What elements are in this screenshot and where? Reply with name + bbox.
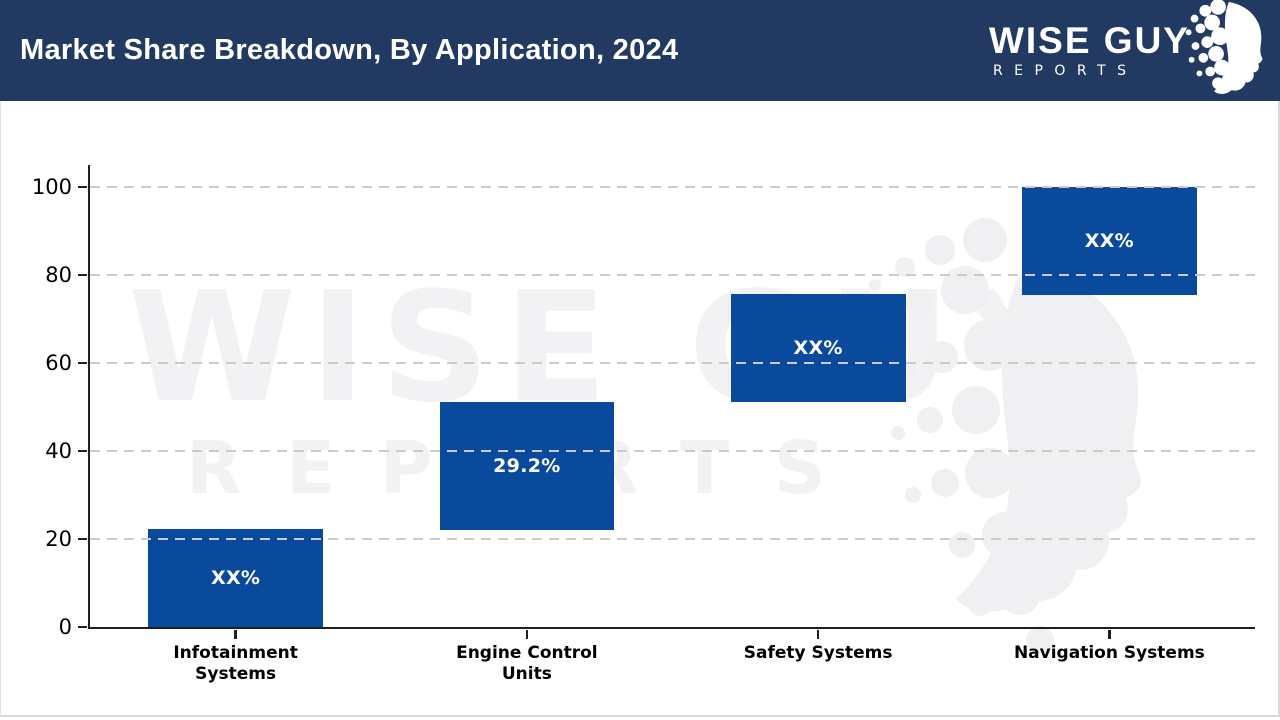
y-axis-tick-label: 100 [31,175,72,199]
bar-value-label: XX% [1084,229,1134,252]
x-axis-tick [234,630,237,639]
bar-segment[interactable]: XX% [1022,187,1197,295]
x-axis-tick [816,630,820,639]
chart-title: Market Share Breakdown, By Application, … [20,34,679,66]
page-right-border [1278,101,1280,716]
y-gridline [90,450,1255,452]
y-axis-tick-label: 0 [58,615,72,639]
y-axis-tick [78,185,87,189]
x-axis-category-label: Engine Control Units [456,643,598,685]
page-left-border [0,101,1,716]
y-axis-tick [78,625,87,629]
y-axis-tick [78,273,87,277]
bar-value-label: XX% [211,566,261,589]
y-axis-tick-label: 20 [45,527,72,551]
bar-value-label: XX% [793,337,843,360]
page-bottom-border [0,715,1280,717]
y-axis-tick-label: 40 [45,439,72,463]
header-banner: Market Share Breakdown, By Application, … [0,0,1280,101]
y-axis-tick-label: 60 [45,351,72,375]
plot-area: 0 20 40 60 80 100 XX% Infotainment Systems 29.2% E… [32,165,1255,684]
x-axis-category-label: Safety Systems [743,643,893,663]
x-axis-category-label: Navigation Systems [1013,643,1205,663]
x-axis-category-label: Infotainment Systems [173,643,298,685]
logo-wordmark: WISE GUY [988,20,1190,61]
x-axis-tick [525,630,529,639]
bar-segment[interactable]: XX% [730,294,906,402]
y-gridline [90,186,1255,188]
logo-subtitle: REPORTS [992,63,1138,79]
bar-value-label: 29.2% [493,454,561,477]
y-axis-tick-label: 80 [45,263,72,287]
y-gridline [90,362,1255,364]
y-gridline [90,274,1255,276]
y-axis-tick [78,361,87,365]
y-gridline [90,538,1255,540]
dotted-head-icon [1185,0,1263,94]
x-axis-tick [1108,630,1111,639]
bar-segment[interactable]: 29.2% [439,401,615,531]
wise-guy-reports-logo: WISE GUY REPORTS [988,0,1266,97]
y-axis-tick [78,449,87,453]
bar-segment[interactable]: XX% [148,528,323,627]
y-axis-tick [78,537,87,541]
